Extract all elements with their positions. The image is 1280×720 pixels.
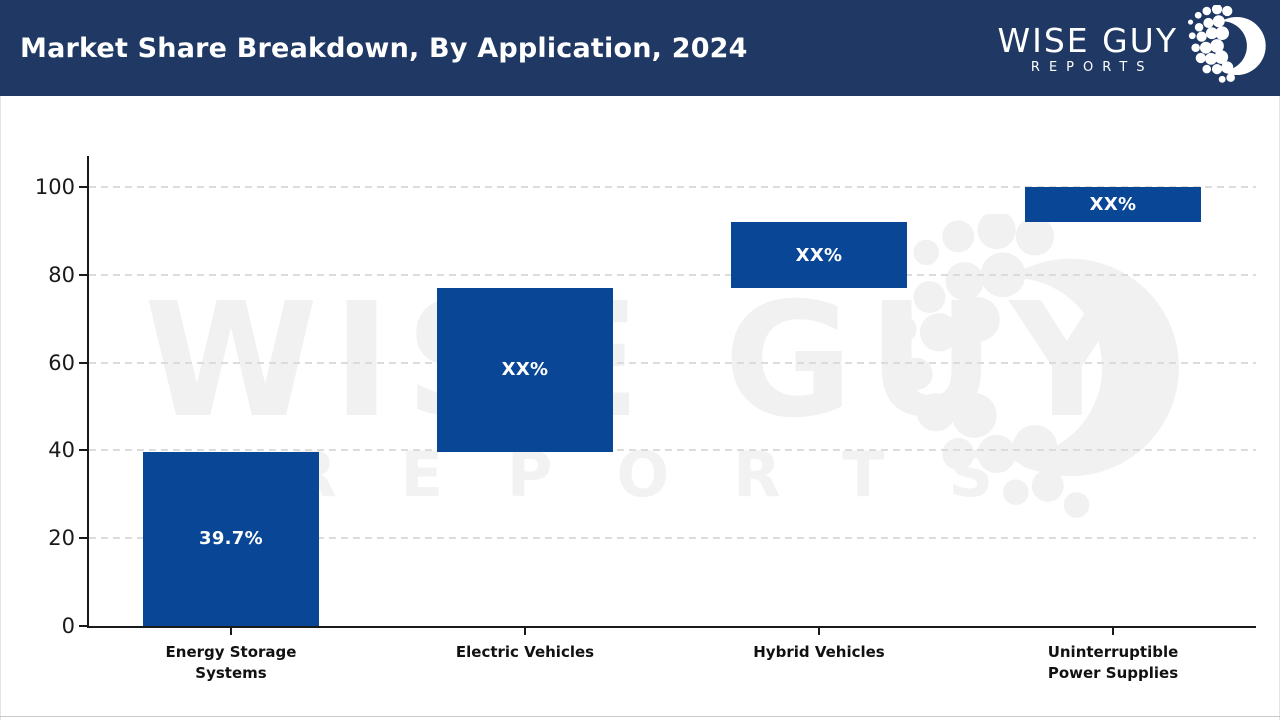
x-tick-mark-energy-storage-systems	[230, 628, 232, 635]
wise-guy-logo: WISE GUY REPORTS	[997, 4, 1266, 91]
y-tick-mark-80	[79, 273, 87, 276]
gridline-40	[89, 449, 1256, 452]
y-tick-label-40: 40	[48, 438, 75, 463]
y-axis-line	[87, 156, 89, 628]
x-category-label-electric-vehicles: Electric Vehicles	[455, 643, 595, 661]
x-tick-mark-hybrid-vehicles	[818, 628, 820, 635]
logo-text: WISE GUY REPORTS	[997, 24, 1178, 74]
x-tick-mark-electric-vehicles	[524, 628, 526, 635]
y-tick-label-100: 100	[34, 175, 75, 199]
gridline-20	[89, 537, 1256, 540]
y-tick-label-20: 20	[48, 526, 75, 551]
y-tick-mark-20	[79, 537, 87, 540]
bar-energy-storage-systems: 39.7%	[143, 451, 319, 626]
bar-value-label: 39.7%	[199, 528, 263, 550]
y-tick-mark-0	[79, 625, 87, 627]
gridline-80	[89, 273, 1256, 276]
x-category-label-energy-storage-systems: Energy Storage Systems	[165, 643, 297, 682]
y-tick-label-0: 0	[61, 614, 75, 638]
header-bar: Market Share Breakdown, By Application, …	[0, 0, 1280, 96]
logo-subtext: REPORTS	[1030, 60, 1154, 75]
watermark-subtext: REPORTS	[288, 438, 1058, 511]
x-axis-line	[87, 626, 1256, 628]
chart-area: WISE GUY REPORTS 0 20 40 60 80 100 39.7% Energ…	[0, 96, 1280, 720]
y-tick-mark-60	[79, 361, 87, 364]
y-tick-mark-100	[79, 186, 87, 188]
dotted-head-profile-icon	[1180, 4, 1266, 91]
bar-value-label: XX%	[1089, 194, 1137, 216]
x-category-label-uninterruptible-power-supplies: Uninterruptible Power Supplies	[1047, 643, 1179, 682]
y-tick-mark-40	[79, 449, 87, 452]
x-category-label-hybrid-vehicles: Hybrid Vehicles	[753, 643, 885, 661]
bar-value-label: XX%	[501, 359, 549, 381]
watermark-wordmark: WISE GUY	[143, 269, 1139, 453]
y-tick-label-60: 60	[48, 350, 75, 375]
bar-uninterruptible-power-supplies: XX%	[1025, 187, 1201, 223]
gridline-100	[89, 186, 1256, 188]
bar-electric-vehicles: XX%	[437, 287, 613, 452]
bottom-divider	[0, 716, 1280, 717]
y-tick-label-80: 80	[48, 262, 75, 287]
gridline-60	[89, 361, 1256, 364]
bar-hybrid-vehicles: XX%	[731, 222, 907, 288]
x-tick-mark-uninterruptible-power-supplies	[1112, 628, 1114, 635]
bar-value-label: XX%	[795, 244, 843, 266]
dotted-head-profile-watermark	[859, 210, 1179, 525]
page-title: Market Share Breakdown, By Application, …	[20, 32, 748, 64]
plot-region: 39.7% Energy Storage Systems XX% Electric Ve…	[89, 96, 1256, 720]
logo-wordmark: WISE GUY	[997, 21, 1178, 60]
